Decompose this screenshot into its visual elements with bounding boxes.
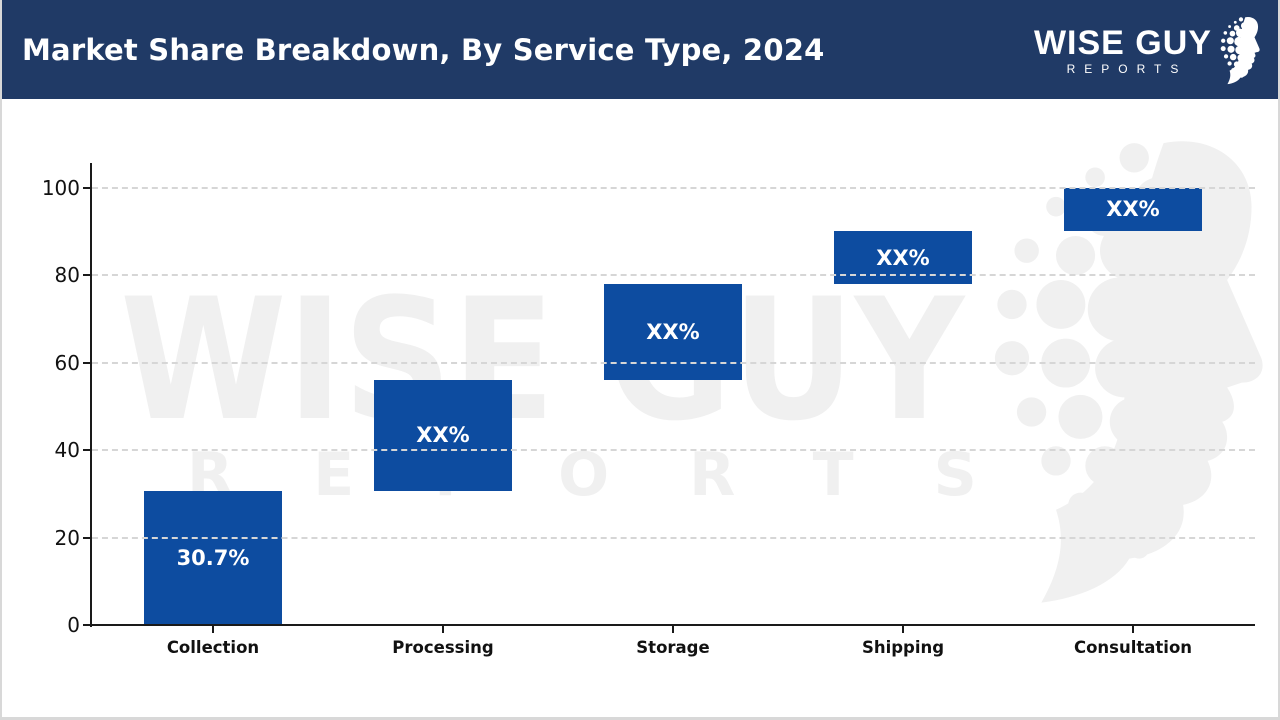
x-tick — [902, 626, 905, 633]
y-tick-label: 0 — [67, 613, 80, 637]
watermark-sub: REPORTS — [187, 440, 1057, 510]
y-tick-label: 40 — [54, 438, 80, 462]
bar-processing — [374, 380, 512, 491]
x-tick — [672, 626, 675, 633]
gridline — [92, 449, 1255, 451]
x-tick — [1132, 626, 1135, 633]
x-tick — [442, 626, 445, 633]
bar-value-label: XX% — [1106, 197, 1160, 222]
y-tick — [83, 186, 90, 189]
logo-brand-text: WISE GUY — [1033, 23, 1212, 62]
wiseguy-logo: WISE GUY REPORTS — [1034, 5, 1268, 95]
gridline — [92, 274, 1255, 276]
x-category-label: Collection — [166, 638, 260, 657]
bar-value-label: 30.7% — [176, 545, 250, 570]
logo-sub-text: REPORTS — [1066, 61, 1188, 76]
y-tick — [83, 274, 90, 277]
bar-value-label: XX% — [876, 245, 930, 270]
x-category-label: Consultation — [1073, 638, 1193, 657]
bar-consultation — [1064, 187, 1202, 232]
x-axis-spine — [90, 624, 1255, 627]
y-axis-spine — [90, 163, 93, 627]
chart-title: Market Share Breakdown, By Service Type,… — [22, 32, 825, 67]
x-category-label: Shipping — [861, 638, 945, 657]
x-category-label: Storage — [636, 638, 710, 657]
y-tick-label: 20 — [54, 525, 80, 550]
y-tick — [83, 624, 90, 627]
x-category-label: Processing — [392, 638, 494, 657]
y-tick-label: 100 — [41, 175, 80, 200]
gridline — [92, 186, 1255, 189]
y-tick — [83, 536, 90, 539]
bar-collection — [144, 490, 282, 625]
bar-storage — [604, 283, 742, 380]
y-tick — [83, 361, 90, 364]
y-tick — [83, 449, 90, 452]
x-tick — [212, 626, 215, 633]
y-tick-label: 80 — [54, 263, 80, 287]
logo-text: WISE GUY REPORTS — [1034, 25, 1212, 76]
y-tick-label: 60 — [54, 350, 80, 375]
gridline — [92, 536, 1255, 539]
watermark-brand: WISE GUY — [120, 262, 965, 458]
gridline — [92, 361, 1255, 364]
head-profile-logo-icon — [1220, 17, 1260, 85]
bar-value-label: XX% — [646, 319, 700, 344]
header: Market Share Breakdown, By Service Type,… — [2, 0, 1278, 99]
bar-value-label: XX% — [416, 423, 470, 448]
